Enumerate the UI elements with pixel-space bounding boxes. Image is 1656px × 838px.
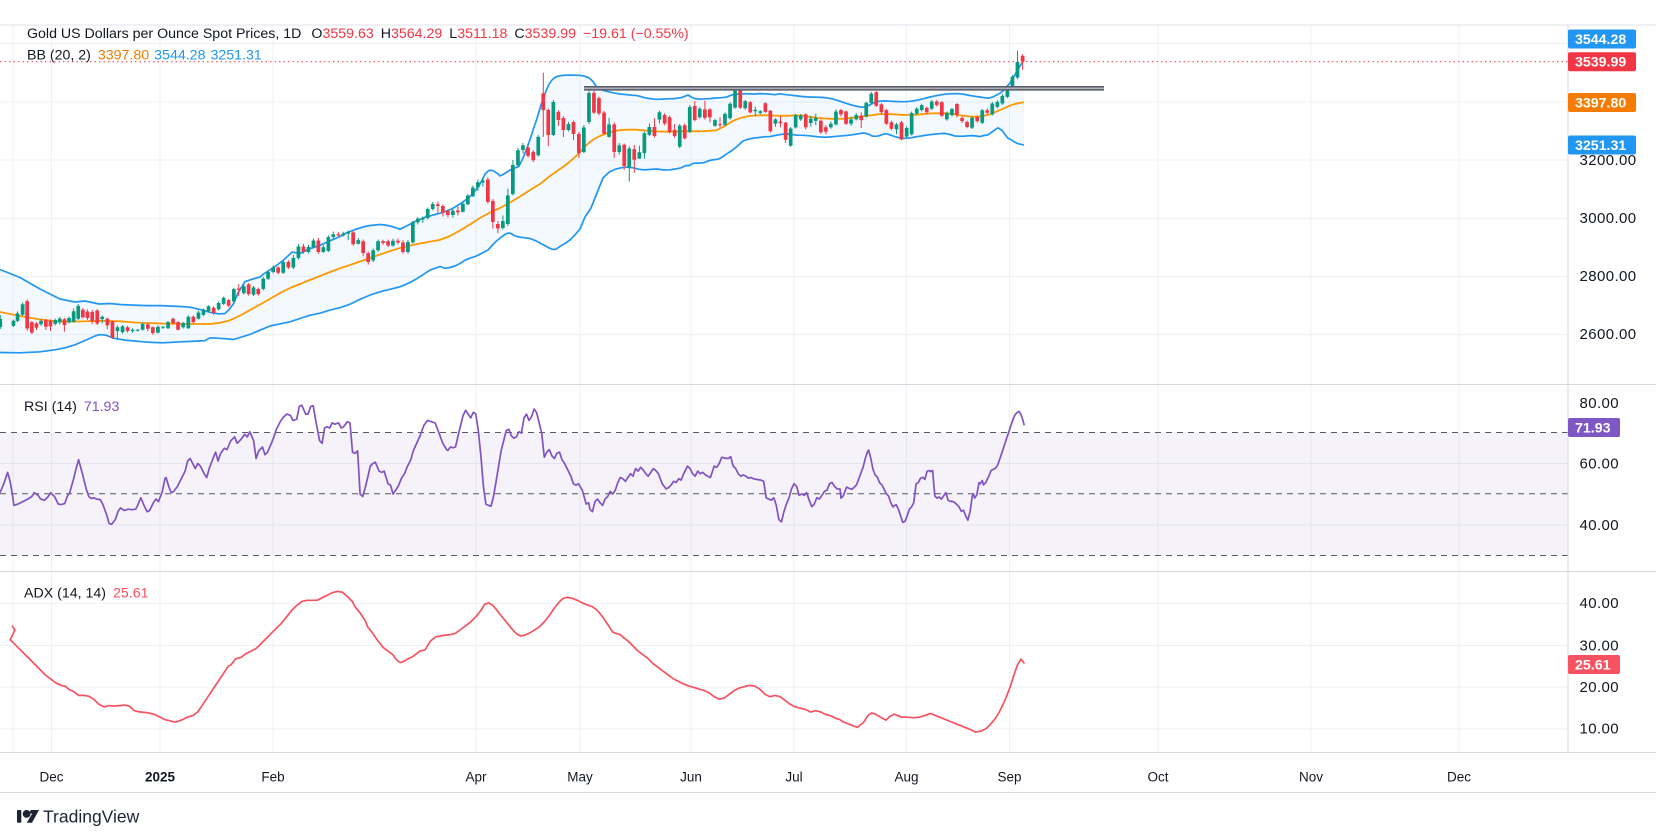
svg-text:3544.28: 3544.28 — [1575, 32, 1626, 48]
svg-text:Feb: Feb — [261, 770, 284, 785]
svg-text:TradingView: TradingView — [43, 807, 140, 827]
svg-text:2600.00: 2600.00 — [1580, 326, 1637, 343]
svg-text:ADX (14, 14)25.61: ADX (14, 14) 25.61 — [24, 586, 149, 602]
svg-text:RSI (14)71.93: RSI (14) 71.93 — [24, 399, 119, 415]
svg-text:3200.00: 3200.00 — [1580, 152, 1637, 169]
svg-text:3000.00: 3000.00 — [1580, 210, 1637, 227]
svg-text:80.00: 80.00 — [1580, 395, 1620, 412]
svg-text:25.61: 25.61 — [1575, 657, 1611, 673]
svg-text:Sep: Sep — [997, 770, 1021, 785]
svg-text:3251.31: 3251.31 — [1575, 138, 1626, 154]
svg-text:May: May — [567, 770, 593, 785]
svg-text:Jun: Jun — [680, 770, 702, 785]
svg-text:3397.80: 3397.80 — [1575, 95, 1626, 111]
svg-text:2800.00: 2800.00 — [1580, 268, 1637, 285]
svg-text:20.00: 20.00 — [1580, 679, 1620, 696]
svg-text:2025: 2025 — [145, 770, 176, 785]
svg-text:Dec: Dec — [1447, 770, 1471, 785]
svg-text:Nov: Nov — [1299, 770, 1323, 785]
svg-text:Oct: Oct — [1147, 770, 1168, 785]
svg-text:3539.99: 3539.99 — [1575, 55, 1626, 71]
svg-text:Dec: Dec — [39, 770, 63, 785]
svg-text:Jul: Jul — [785, 770, 802, 785]
svg-text:40.00: 40.00 — [1580, 517, 1620, 534]
svg-text:60.00: 60.00 — [1580, 455, 1620, 472]
svg-text:30.00: 30.00 — [1580, 637, 1620, 654]
svg-text:Aug: Aug — [894, 770, 918, 785]
svg-text:10.00: 10.00 — [1580, 721, 1620, 738]
svg-text:Apr: Apr — [465, 770, 487, 785]
svg-text:40.00: 40.00 — [1580, 595, 1620, 612]
svg-text:71.93: 71.93 — [1575, 420, 1611, 436]
svg-text:Gold US Dollars per Ounce Spot: Gold US Dollars per Ounce Spot Prices, 1… — [27, 26, 689, 42]
